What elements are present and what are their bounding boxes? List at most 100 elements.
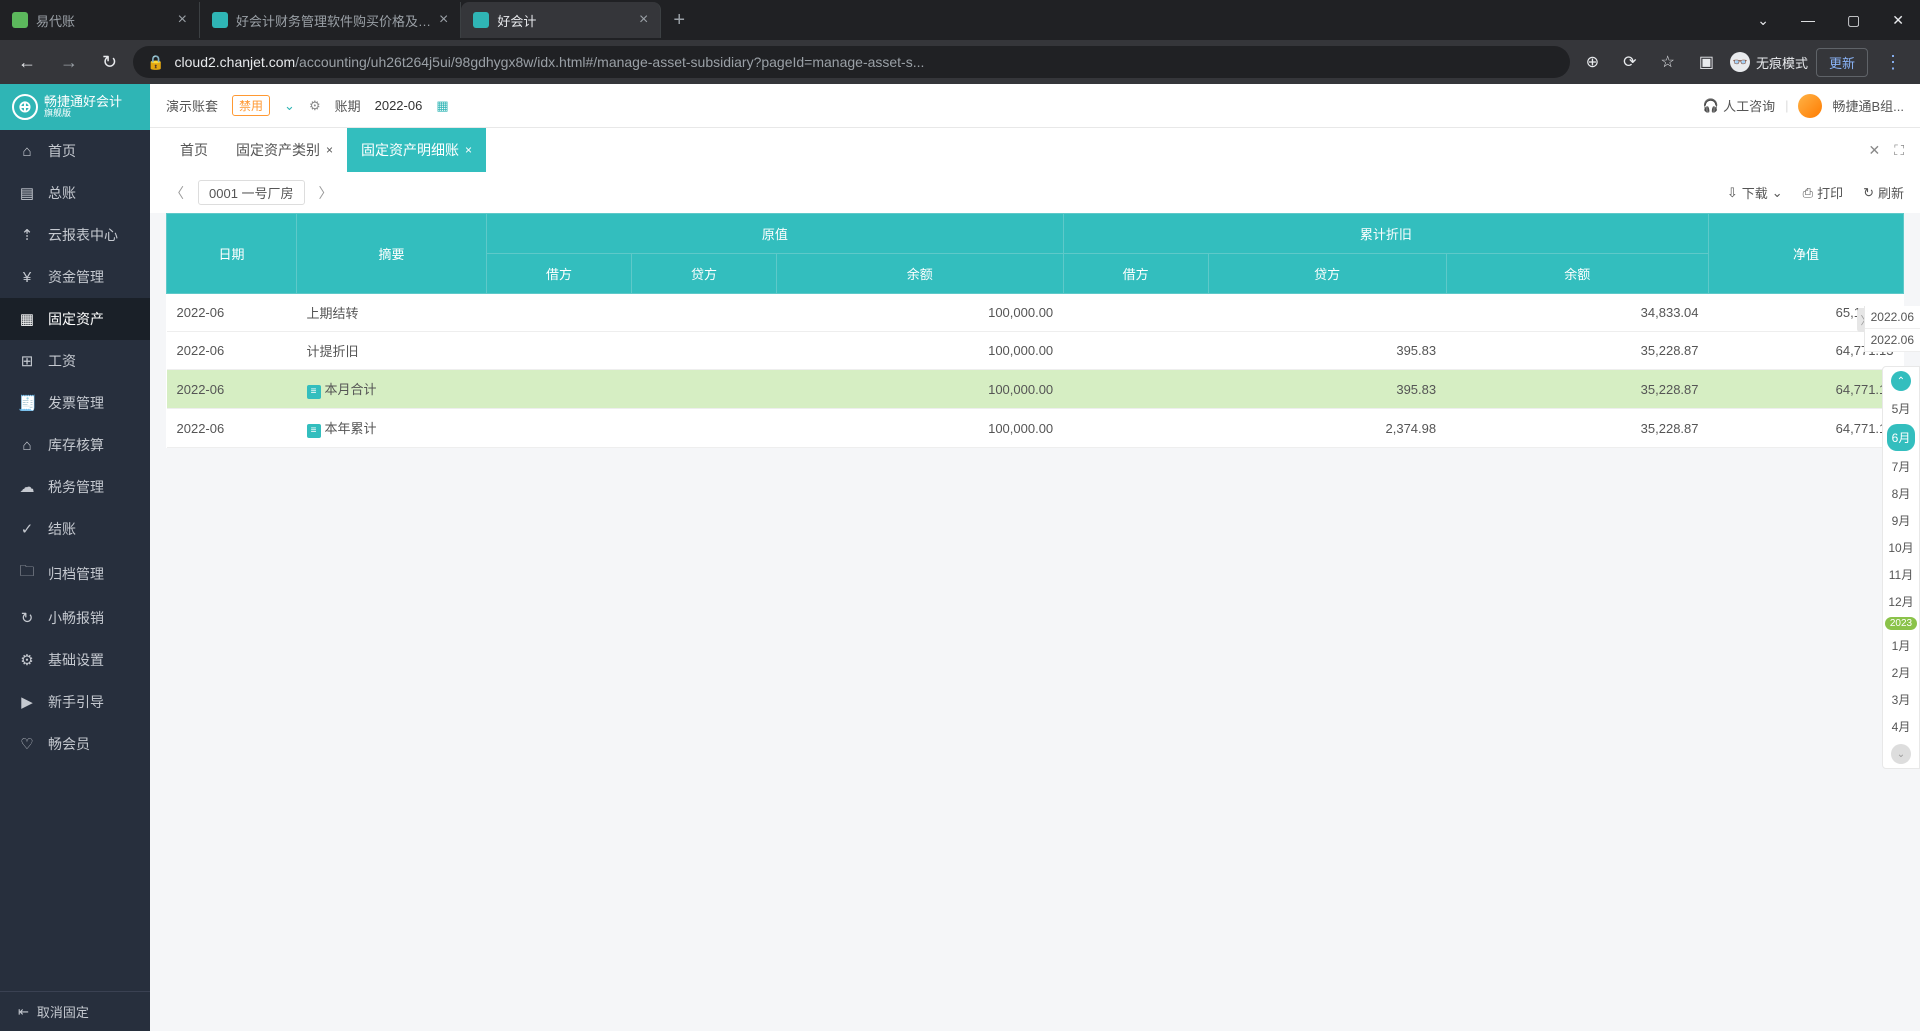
nav-label: 首页	[48, 141, 76, 161]
nav-label: 税务管理	[48, 477, 104, 497]
nav-label: 资金管理	[48, 267, 104, 287]
cell-net: 64,771.13	[1709, 370, 1904, 409]
table-row[interactable]: 2022-06上期结转100,000.0034,833.0465,166.96	[167, 294, 1904, 332]
back-button[interactable]: ←	[10, 48, 44, 77]
scroll-down-icon[interactable]: ⌄	[1891, 744, 1911, 764]
sidebar-item-小畅报销[interactable]: ↻小畅报销	[0, 597, 150, 639]
sidebar-item-总账[interactable]: ▤ 总账	[0, 172, 150, 214]
headset-icon: 🎧	[1703, 98, 1719, 114]
cell-depr-debit	[1063, 294, 1208, 332]
tab-close-icon[interactable]: ×	[639, 11, 648, 29]
minimize-icon[interactable]: —	[1785, 12, 1831, 29]
year-option[interactable]: 2022.06	[1865, 329, 1920, 352]
caret-down-icon[interactable]: ⌄	[1741, 12, 1785, 29]
user-name[interactable]: 畅捷通B组...	[1832, 96, 1904, 115]
incognito-badge: 👓 无痕模式	[1730, 52, 1808, 72]
scroll-up-icon[interactable]: ⌃	[1891, 371, 1911, 391]
month-option[interactable]: 11月	[1883, 561, 1919, 588]
download-button[interactable]: ⇩ 下载 ⌄	[1727, 183, 1783, 202]
next-asset-button[interactable]: 〉	[315, 181, 337, 205]
sidebar-item-云报表中心[interactable]: ⇡云报表中心	[0, 214, 150, 256]
menu-dots-icon[interactable]: ⋮	[1876, 52, 1910, 73]
nav-icon: ↻	[18, 609, 36, 627]
star-icon[interactable]: ☆	[1653, 48, 1683, 76]
tab-close-icon[interactable]: ×	[326, 143, 333, 157]
print-button[interactable]: ⎙ 打印	[1803, 183, 1843, 202]
url-bar[interactable]: 🔒 cloud2.chanjet.com/accounting/uh26t264…	[133, 46, 1570, 78]
month-option[interactable]: 1月	[1883, 632, 1919, 659]
new-tab-button[interactable]: +	[661, 9, 697, 32]
browser-tab[interactable]: 好会计财务管理软件购买价格及… ×	[200, 2, 461, 38]
asset-name[interactable]: 0001 一号厂房	[198, 180, 305, 205]
page-tab[interactable]: 固定资产类别×	[222, 128, 347, 172]
fullscreen-icon[interactable]: ⛶	[1894, 142, 1904, 159]
month-option[interactable]: 12月	[1883, 588, 1919, 615]
cell-depr-debit	[1063, 370, 1208, 409]
sidebar-item-工资[interactable]: ⊞工资	[0, 340, 150, 382]
cell-date: 2022-06	[167, 332, 297, 370]
sidebar-item-税务管理[interactable]: ☁税务管理	[0, 466, 150, 508]
nav-icon: ▦	[18, 310, 36, 328]
logo-icon: ⊕	[12, 94, 38, 120]
sidebar-item-基础设置[interactable]: ⚙基础设置	[0, 639, 150, 681]
tab-close-icon[interactable]: ×	[439, 11, 448, 29]
sidebar-item-新手引导[interactable]: ▶新手引导	[0, 681, 150, 723]
maximize-icon[interactable]: ▢	[1831, 12, 1876, 29]
nav-icon: 🗀	[18, 561, 36, 586]
month-option[interactable]: 9月	[1883, 507, 1919, 534]
sidebar-item-结账[interactable]: ✓结账	[0, 508, 150, 550]
avatar[interactable]	[1798, 94, 1822, 118]
page-tab[interactable]: 固定资产明细账×	[347, 128, 486, 172]
close-window-icon[interactable]: ✕	[1876, 12, 1920, 29]
table-row[interactable]: 2022-06计提折旧100,000.00395.8335,228.8764,7…	[167, 332, 1904, 370]
asset-selector: 〈 0001 一号厂房 〉	[166, 180, 337, 205]
reload-button[interactable]: ↻	[94, 48, 125, 77]
tab-close-icon[interactable]: ×	[465, 143, 472, 157]
sidebar-item-固定资产[interactable]: ▦固定资产	[0, 298, 150, 340]
translate-icon[interactable]: ⟳	[1615, 48, 1644, 76]
browser-tab[interactable]: 易代账 ×	[0, 2, 200, 38]
month-option[interactable]: 7月	[1883, 453, 1919, 480]
nav-icon: ▤	[18, 184, 36, 202]
page-tab[interactable]: 首页	[166, 128, 222, 172]
logo[interactable]: ⊕ 畅捷通好会计 旗舰版	[0, 84, 150, 130]
favicon	[473, 12, 489, 28]
table-row[interactable]: 2022-06≡本年累计100,000.002,374.9835,228.876…	[167, 409, 1904, 448]
close-all-icon[interactable]: ✕	[1868, 142, 1880, 159]
chevron-down-icon[interactable]: ⌄	[284, 98, 295, 114]
prev-asset-button[interactable]: 〈	[166, 181, 188, 205]
table-row[interactable]: 2022-06≡本月合计100,000.00395.8335,228.8764,…	[167, 370, 1904, 409]
sidebar-item-发票管理[interactable]: 🧾发票管理	[0, 382, 150, 424]
nav-label: 总账	[48, 183, 76, 203]
sidebar-item-首页[interactable]: ⌂首页	[0, 130, 150, 172]
calendar-icon[interactable]: ▦	[436, 98, 448, 114]
month-option[interactable]: 5月	[1883, 395, 1919, 422]
year-rail: 2022.06 2022.06	[1864, 306, 1920, 352]
support-link[interactable]: 🎧 人工咨询	[1703, 96, 1775, 115]
month-option[interactable]: 3月	[1883, 686, 1919, 713]
unpin-icon: ⇤	[18, 1004, 29, 1020]
tab-close-icon[interactable]: ×	[178, 11, 187, 29]
forward-button[interactable]: →	[52, 48, 86, 77]
sidebar-unpin[interactable]: ⇤ 取消固定	[0, 991, 150, 1031]
extension-icon[interactable]: ▣	[1691, 48, 1722, 76]
sidebar-item-畅会员[interactable]: ♡畅会员	[0, 723, 150, 765]
zoom-icon[interactable]: ⊕	[1578, 48, 1607, 76]
sidebar-item-资金管理[interactable]: ¥资金管理	[0, 256, 150, 298]
month-option[interactable]: 6月	[1887, 424, 1915, 451]
month-option[interactable]: 10月	[1883, 534, 1919, 561]
sidebar-item-归档管理[interactable]: 🗀归档管理	[0, 550, 150, 597]
cell-depr-balance: 35,228.87	[1446, 409, 1708, 448]
month-option[interactable]: 2月	[1883, 659, 1919, 686]
gear-icon[interactable]: ⚙	[309, 98, 321, 114]
account-name[interactable]: 演示账套	[166, 96, 218, 115]
month-option[interactable]: 8月	[1883, 480, 1919, 507]
period-value[interactable]: 2022-06	[375, 98, 423, 113]
refresh-button[interactable]: ↻ 刷新	[1863, 183, 1904, 202]
month-option[interactable]: 4月	[1883, 713, 1919, 740]
browser-tab-active[interactable]: 好会计 ×	[461, 2, 661, 38]
year-option[interactable]: 2022.06	[1865, 306, 1920, 329]
update-button[interactable]: 更新	[1816, 48, 1868, 77]
sidebar-item-库存核算[interactable]: ⌂库存核算	[0, 424, 150, 466]
logo-text: 畅捷通好会计 旗舰版	[44, 95, 122, 119]
